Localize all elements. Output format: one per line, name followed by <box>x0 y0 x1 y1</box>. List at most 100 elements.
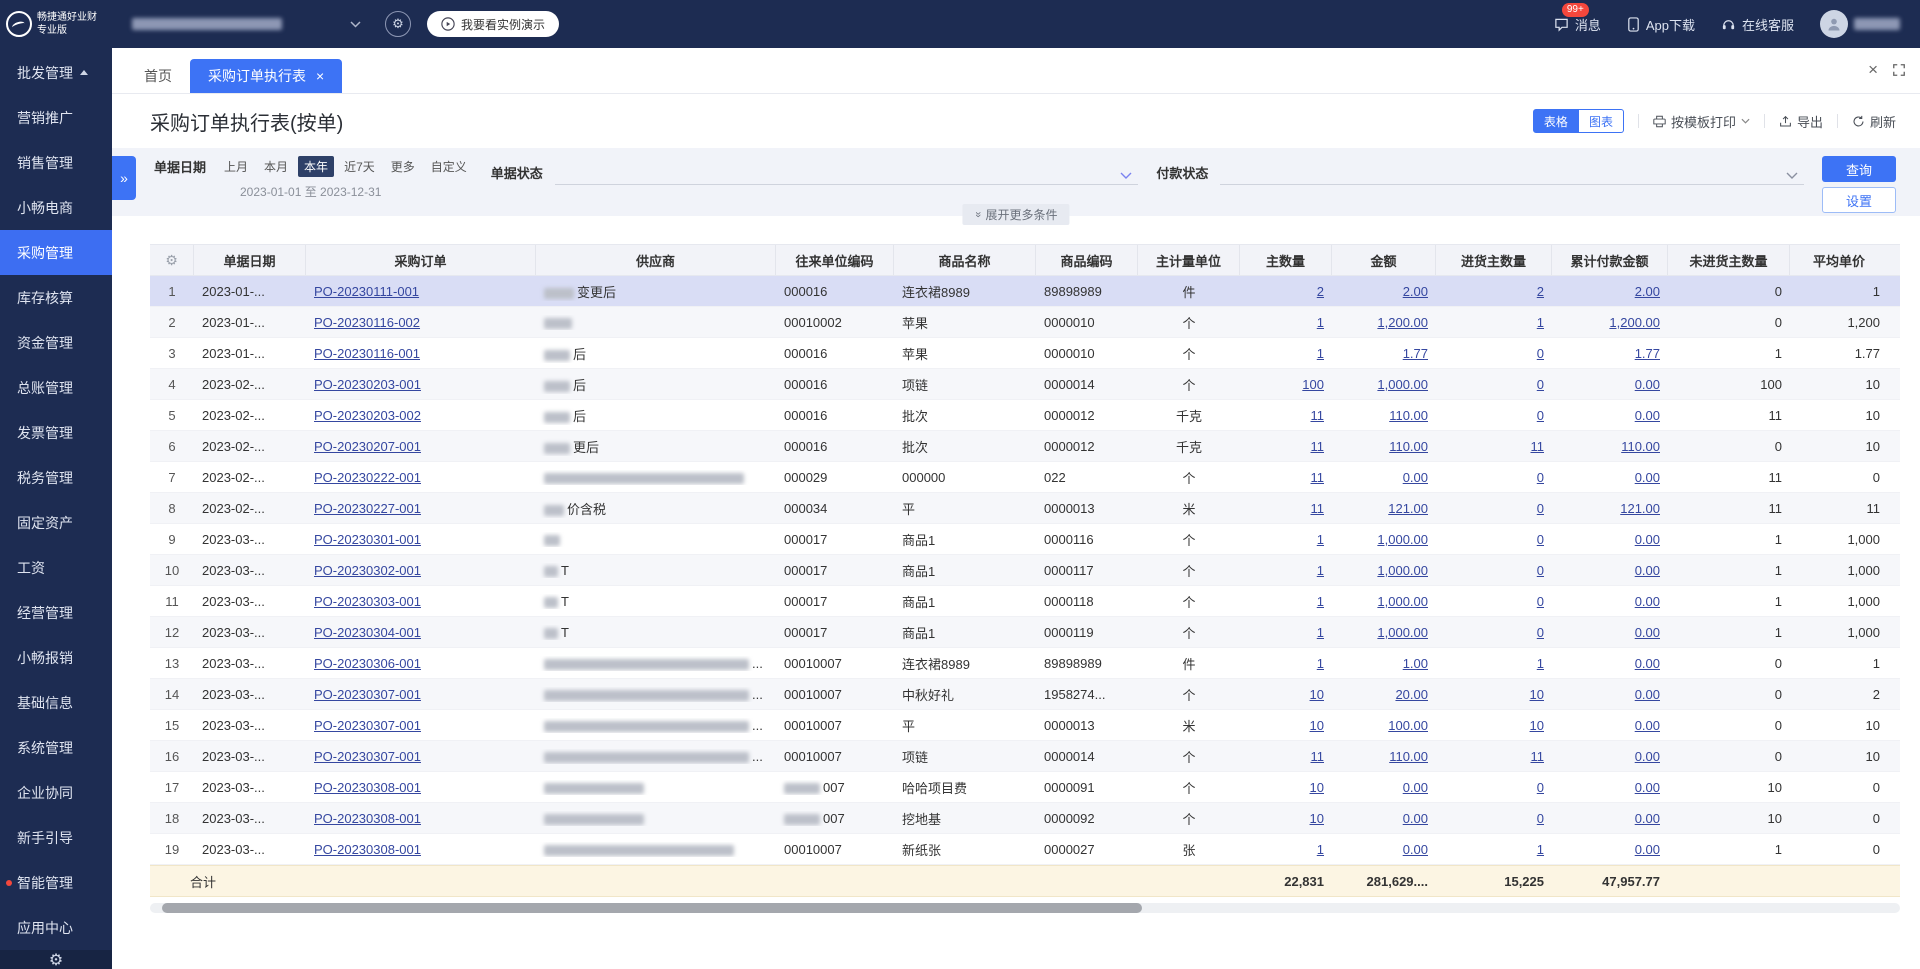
table-row[interactable]: 7 2023-02-... PO-20230222-001 000029 000000 0… <box>150 462 1900 493</box>
tab[interactable]: 首页 <box>126 59 190 93</box>
cell-link[interactable]: 110.00 <box>1389 407 1428 423</box>
cell-link[interactable]: 10 <box>1529 686 1544 702</box>
table-row[interactable]: 15 2023-03-... PO-20230307-001... 00010007 平… <box>150 710 1900 741</box>
demo-button[interactable]: 我要看实例演示 <box>427 11 560 37</box>
sidebar-item[interactable]: 智能管理 <box>0 860 112 905</box>
column-header[interactable]: 主数量 <box>1240 245 1332 275</box>
sidebar-item[interactable]: 总账管理 <box>0 365 112 410</box>
sidebar-item[interactable]: 固定资产 <box>0 500 112 545</box>
cell-link[interactable]: PO-20230116-001 <box>314 345 421 361</box>
cell-link[interactable]: 11 <box>1310 407 1325 423</box>
table-row[interactable]: 3 2023-01-... PO-20230116-001 后 000016 苹果 0000… <box>150 338 1900 369</box>
table-row[interactable]: 19 2023-03-... PO-20230308-001 00010007 新纸张 0… <box>150 834 1900 865</box>
date-range-value[interactable]: 2023-01-01 至 2023-12-31 <box>240 185 382 199</box>
table-row[interactable]: 9 2023-03-... PO-20230301-001 000017 商品1 0000… <box>150 524 1900 555</box>
sidebar-item[interactable]: 基础信息 <box>0 680 112 725</box>
column-header[interactable]: ⚙ <box>150 245 194 275</box>
user-account[interactable] <box>1820 10 1900 38</box>
date-option[interactable]: 本年 <box>298 156 335 177</box>
cell-link[interactable]: 1 <box>1536 841 1544 857</box>
table-row[interactable]: 10 2023-03-... PO-20230302-001 T 000017 商品1 00… <box>150 555 1900 586</box>
cell-link[interactable]: PO-20230308-001 <box>314 779 421 795</box>
cell-link[interactable]: PO-20230222-001 <box>314 469 421 485</box>
tab[interactable]: 采购订单执行表 × <box>190 59 343 93</box>
filter-expander-button[interactable]: » <box>112 156 136 200</box>
tab-close-icon[interactable]: × <box>316 68 325 84</box>
cell-link[interactable]: 100 <box>1302 376 1324 392</box>
date-option[interactable]: 本月 <box>264 160 289 174</box>
table-row[interactable]: 4 2023-02-... PO-20230203-001 后 000016 项链 0000… <box>150 369 1900 400</box>
cell-link[interactable]: PO-20230308-001 <box>314 810 421 826</box>
cell-link[interactable]: 1,200.00 <box>1609 314 1660 330</box>
cell-link[interactable]: 0.00 <box>1634 841 1660 857</box>
cell-link[interactable]: 1 <box>1316 345 1324 361</box>
table-row[interactable]: 11 2023-03-... PO-20230303-001 T 000017 商品1 00… <box>150 586 1900 617</box>
cell-link[interactable]: 1,000.00 <box>1377 562 1428 578</box>
print-by-template-button[interactable]: 按模板打印 <box>1653 112 1750 131</box>
sidebar-item[interactable]: 小畅电商 <box>0 185 112 230</box>
cell-link[interactable]: 0.00 <box>1634 531 1660 547</box>
cell-link[interactable]: PO-20230203-001 <box>314 376 421 392</box>
view-toggle-chart[interactable]: 图表 <box>1578 109 1624 133</box>
cell-link[interactable]: 1,000.00 <box>1377 531 1428 547</box>
cell-link[interactable]: 0.00 <box>1402 779 1428 795</box>
view-toggle-table[interactable]: 表格 <box>1532 109 1579 133</box>
sidebar-item[interactable]: 采购管理 <box>0 230 112 275</box>
sidebar-item[interactable]: 销售管理 <box>0 140 112 185</box>
table-row[interactable]: 14 2023-03-... PO-20230307-001... 00010007 中… <box>150 679 1900 710</box>
sidebar-settings-gear-icon[interactable]: ⚙ <box>0 950 112 969</box>
cell-link[interactable]: 20.00 <box>1395 686 1428 702</box>
cell-link[interactable]: 2 <box>1316 283 1324 299</box>
cell-link[interactable]: 0.00 <box>1634 469 1660 485</box>
cell-link[interactable]: 0 <box>1536 407 1544 423</box>
table-row[interactable]: 8 2023-02-... PO-20230227-001 价含税 000034 平 000… <box>150 493 1900 524</box>
cell-link[interactable]: 0.00 <box>1634 686 1660 702</box>
cell-link[interactable]: 0 <box>1536 469 1544 485</box>
table-row[interactable]: 6 2023-02-... PO-20230207-001 更后 000016 批次 000… <box>150 431 1900 462</box>
cell-link[interactable]: 1 <box>1316 593 1324 609</box>
column-header[interactable]: 单据日期 <box>194 245 306 275</box>
cell-link[interactable]: 1 <box>1536 314 1544 330</box>
table-row[interactable]: 12 2023-03-... PO-20230304-001 T 000017 商品1 00… <box>150 617 1900 648</box>
cell-link[interactable]: PO-20230308-001 <box>314 841 421 857</box>
cell-link[interactable]: 0.00 <box>1634 779 1660 795</box>
cell-link[interactable]: 1 <box>1316 314 1324 330</box>
cell-link[interactable]: PO-20230203-002 <box>314 407 421 423</box>
cell-link[interactable]: 1,200.00 <box>1377 314 1428 330</box>
cell-link[interactable]: 110.00 <box>1389 438 1428 454</box>
cell-link[interactable]: PO-20230302-001 <box>314 562 421 578</box>
cell-link[interactable]: 0.00 <box>1634 562 1660 578</box>
sidebar-item[interactable]: 资金管理 <box>0 320 112 365</box>
column-header[interactable]: 主计量单位 <box>1138 245 1240 275</box>
sidebar-item[interactable]: 小畅报销 <box>0 635 112 680</box>
cell-link[interactable]: 2.00 <box>1634 283 1660 299</box>
column-header[interactable]: 供应商 <box>536 245 776 275</box>
cell-link[interactable]: 1.77 <box>1634 345 1660 361</box>
horizontal-scrollbar[interactable] <box>150 903 1900 913</box>
cell-link[interactable]: 1 <box>1316 841 1324 857</box>
column-header[interactable]: 进货主数量 <box>1436 245 1552 275</box>
cell-link[interactable]: 0.00 <box>1634 810 1660 826</box>
expand-more-conditions[interactable]: » 展开更多条件 <box>962 204 1070 225</box>
cell-link[interactable]: 0 <box>1536 531 1544 547</box>
column-header[interactable]: 往来单位编码 <box>776 245 894 275</box>
cell-link[interactable]: PO-20230303-001 <box>314 593 421 609</box>
cell-link[interactable]: 0 <box>1536 593 1544 609</box>
sidebar-item[interactable]: 工资 <box>0 545 112 590</box>
sidebar-item[interactable]: 经营管理 <box>0 590 112 635</box>
sidebar-item[interactable]: 应用中心 <box>0 905 112 950</box>
cell-link[interactable]: 11 <box>1310 469 1325 485</box>
cell-link[interactable]: PO-20230307-001 <box>314 686 421 702</box>
cell-link[interactable]: PO-20230307-001 <box>314 717 421 733</box>
table-row[interactable]: 5 2023-02-... PO-20230203-002 后 000016 批次 0000… <box>150 400 1900 431</box>
date-option[interactable]: 上月 <box>224 160 249 174</box>
cell-link[interactable]: 0.00 <box>1634 748 1660 764</box>
close-icon[interactable]: × <box>1868 60 1878 79</box>
sidebar-item[interactable]: 新手引导 <box>0 815 112 860</box>
cell-link[interactable]: 1 <box>1316 624 1324 640</box>
cell-link[interactable]: 121.00 <box>1620 500 1660 516</box>
cell-link[interactable]: 10 <box>1309 810 1324 826</box>
cell-link[interactable]: 0 <box>1536 562 1544 578</box>
settings-button[interactable]: 设置 <box>1822 187 1896 213</box>
online-service-button[interactable]: 在线客服 <box>1721 15 1794 34</box>
